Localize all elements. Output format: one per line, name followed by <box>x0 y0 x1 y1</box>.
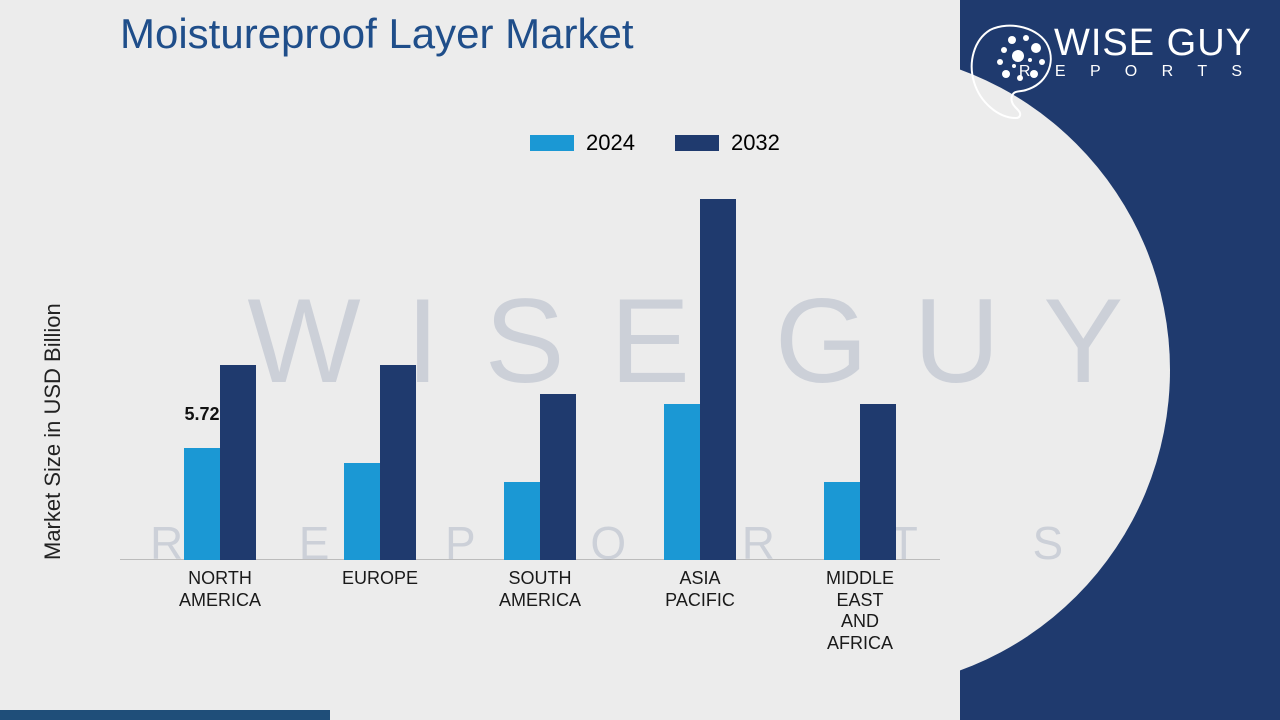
x-axis-label: EUROPE <box>342 568 418 590</box>
brand-logo: WISE GUY R E P O R T S <box>1019 24 1252 80</box>
brand-logo-sub: R E P O R T S <box>1019 64 1252 80</box>
legend-swatch-2032 <box>675 135 719 151</box>
bar <box>504 482 540 560</box>
legend-item-2024: 2024 <box>530 130 635 156</box>
bar <box>220 365 256 560</box>
bar <box>540 394 576 560</box>
legend-label-2032: 2032 <box>731 130 780 156</box>
legend: 2024 2032 <box>530 130 780 156</box>
x-axis-label: ASIA PACIFIC <box>665 568 735 611</box>
legend-item-2032: 2032 <box>675 130 780 156</box>
x-axis-label: SOUTH AMERICA <box>499 568 581 611</box>
bar <box>184 448 220 560</box>
bar-value-label: 5.72 <box>184 404 219 425</box>
bar <box>344 463 380 561</box>
legend-label-2024: 2024 <box>586 130 635 156</box>
bottom-accent-bar <box>0 710 330 720</box>
legend-swatch-2024 <box>530 135 574 151</box>
bar <box>700 199 736 560</box>
chart: Market Size in USD Billion 2024 2032 5.7… <box>60 140 940 680</box>
x-axis-label: NORTH AMERICA <box>179 568 261 611</box>
plot-area: 5.72NORTH AMERICAEUROPESOUTH AMERICAASIA… <box>120 170 940 560</box>
chart-infographic: WISE GUY R E P O R T S Moistureproof Lay… <box>0 0 1280 720</box>
chart-title: Moistureproof Layer Market <box>120 10 634 58</box>
brand-logo-main: WISE GUY <box>1019 24 1252 62</box>
bar <box>380 365 416 560</box>
bar <box>664 404 700 560</box>
bar <box>824 482 860 560</box>
bar <box>860 404 896 560</box>
x-axis-label: MIDDLE EAST AND AFRICA <box>826 568 894 654</box>
y-axis-label: Market Size in USD Billion <box>40 303 66 560</box>
